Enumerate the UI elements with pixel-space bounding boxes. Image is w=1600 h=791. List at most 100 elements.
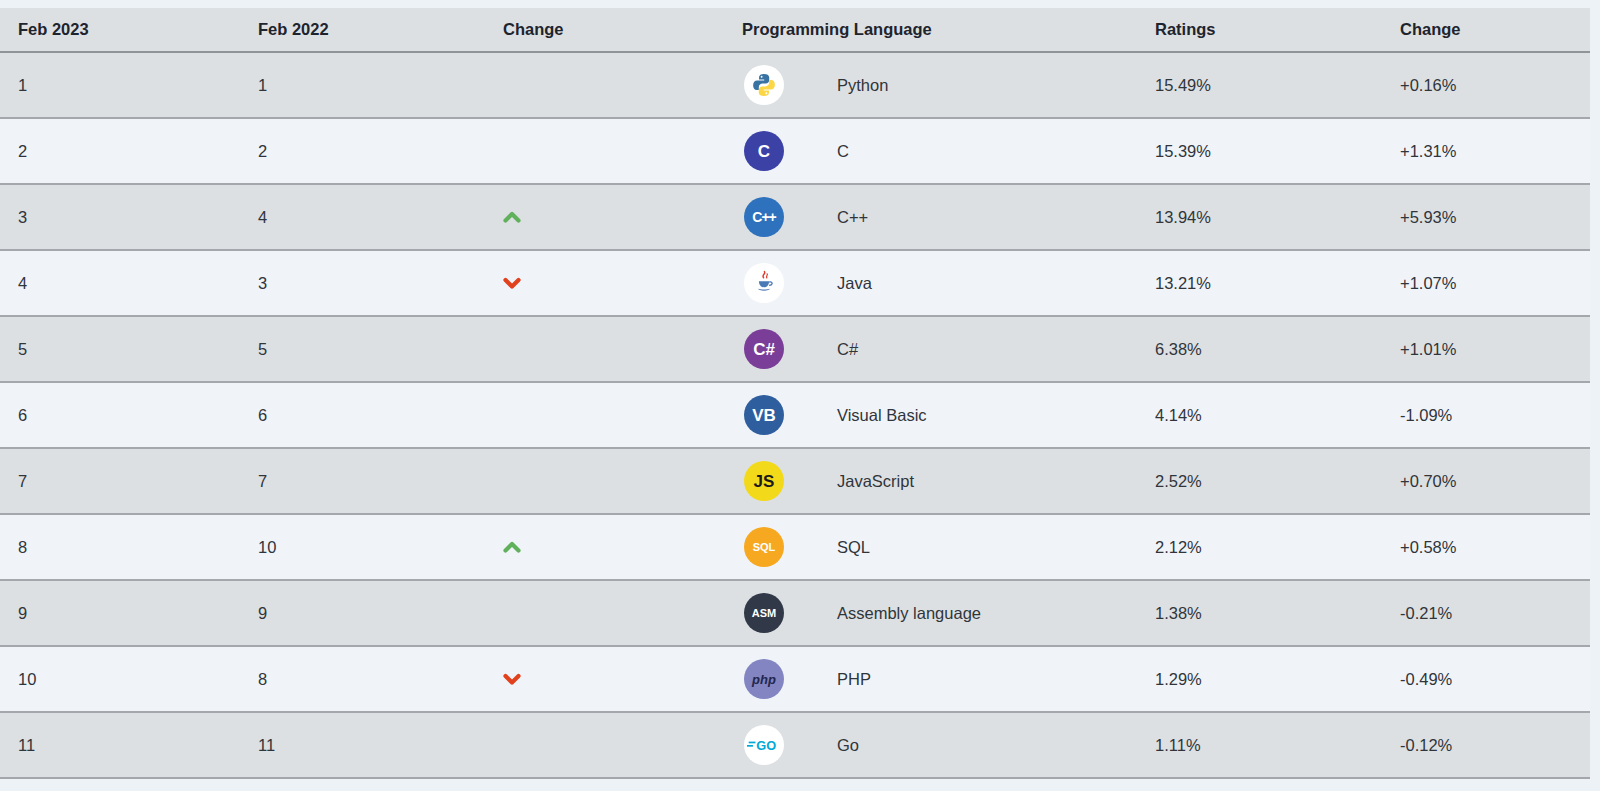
table-row: 108 php PHP 1.29%-0.49% <box>0 647 1590 713</box>
table-row: 22CC15.39%+1.31% <box>0 119 1590 185</box>
trend-cell <box>485 541 742 554</box>
table-row: 66 VB Visual Basic 4.14%-1.09% <box>0 383 1590 449</box>
table-row: 55 C# C# 6.38%+1.01% <box>0 317 1590 383</box>
table-row: 11 Python 15.49%+0.16% <box>0 53 1590 119</box>
rank-prev-cell: 10 <box>240 538 485 557</box>
trend-down-icon <box>503 277 521 290</box>
language-cell: VB Visual Basic <box>742 395 1137 435</box>
c-icon: C <box>744 131 784 171</box>
visual-basic-icon: VB <box>744 395 784 435</box>
change-cell: +1.31% <box>1382 142 1590 161</box>
rank-prev-cell: 3 <box>240 274 485 293</box>
language-cell: Python <box>742 65 1137 105</box>
table-row: 1111 GO Go 1.11%-0.12% <box>0 713 1590 779</box>
ratings-cell: 13.94% <box>1137 208 1382 227</box>
language-name: PHP <box>837 670 871 689</box>
language-cell: php PHP <box>742 659 1137 699</box>
change-cell: -0.12% <box>1382 736 1590 755</box>
language-name: C <box>837 142 849 161</box>
change-cell: +0.70% <box>1382 472 1590 491</box>
rank-now-cell: 9 <box>0 604 240 623</box>
rank-now-cell: 4 <box>0 274 240 293</box>
table-row: 77 JS JavaScript 2.52%+0.70% <box>0 449 1590 515</box>
rank-now-cell: 10 <box>0 670 240 689</box>
go-icon: GO <box>744 725 784 765</box>
csharp-icon: C# <box>744 329 784 369</box>
language-cell: JS JavaScript <box>742 461 1137 501</box>
rank-prev-cell: 5 <box>240 340 485 359</box>
table-row: 810 SQLSQL2.12%+0.58% <box>0 515 1590 581</box>
header-rank-now: Feb 2023 <box>0 20 240 39</box>
trend-up-icon <box>503 541 521 554</box>
ratings-cell: 1.29% <box>1137 670 1382 689</box>
header-ratings: Ratings <box>1137 20 1382 39</box>
change-cell: +5.93% <box>1382 208 1590 227</box>
language-cell: SQLSQL <box>742 527 1137 567</box>
trend-cell <box>485 277 742 290</box>
ratings-cell: 15.39% <box>1137 142 1382 161</box>
rank-prev-cell: 7 <box>240 472 485 491</box>
rank-prev-cell: 1 <box>240 76 485 95</box>
rank-prev-cell: 8 <box>240 670 485 689</box>
rank-now-cell: 1 <box>0 76 240 95</box>
language-name: SQL <box>837 538 870 557</box>
assembly-icon: ASM <box>744 593 784 633</box>
language-name: Assembly language <box>837 604 981 623</box>
tiobe-index-table: Feb 2023 Feb 2022 Change Programming Lan… <box>0 8 1590 779</box>
language-cell: C# C# <box>742 329 1137 369</box>
rank-now-cell: 11 <box>0 736 240 755</box>
language-cell: Java <box>742 263 1137 303</box>
rank-now-cell: 3 <box>0 208 240 227</box>
header-change: Change <box>1382 20 1590 39</box>
change-cell: -0.49% <box>1382 670 1590 689</box>
rank-now-cell: 7 <box>0 472 240 491</box>
language-name: Go <box>837 736 859 755</box>
change-cell: +1.07% <box>1382 274 1590 293</box>
javascript-icon: JS <box>744 461 784 501</box>
cpp-icon: C++ <box>744 197 784 237</box>
table-header-row: Feb 2023 Feb 2022 Change Programming Lan… <box>0 8 1590 53</box>
ratings-cell: 4.14% <box>1137 406 1382 425</box>
header-trend: Change <box>485 20 742 39</box>
language-cell: CC <box>742 131 1137 171</box>
python-icon <box>744 65 784 105</box>
language-name: Visual Basic <box>837 406 927 425</box>
header-rank-prev: Feb 2022 <box>240 20 485 39</box>
ratings-cell: 1.38% <box>1137 604 1382 623</box>
rank-prev-cell: 11 <box>240 736 485 755</box>
ratings-cell: 1.11% <box>1137 736 1382 755</box>
rank-prev-cell: 2 <box>240 142 485 161</box>
ratings-cell: 2.12% <box>1137 538 1382 557</box>
language-name: C++ <box>837 208 868 227</box>
ratings-cell: 13.21% <box>1137 274 1382 293</box>
change-cell: -0.21% <box>1382 604 1590 623</box>
language-name: Python <box>837 76 888 95</box>
table-row: 34C++C++13.94%+5.93% <box>0 185 1590 251</box>
rank-now-cell: 8 <box>0 538 240 557</box>
language-cell: C++ C++ <box>742 197 1137 237</box>
ratings-cell: 6.38% <box>1137 340 1382 359</box>
trend-cell <box>485 673 742 686</box>
rank-prev-cell: 9 <box>240 604 485 623</box>
trend-cell <box>485 211 742 224</box>
change-cell: +0.16% <box>1382 76 1590 95</box>
rank-now-cell: 5 <box>0 340 240 359</box>
table-row: 43 Java13.21%+1.07% <box>0 251 1590 317</box>
svg-text:GO: GO <box>756 738 776 753</box>
trend-up-icon <box>503 211 521 224</box>
table-row: 99 ASM Assembly language 1.38%-0.21% <box>0 581 1590 647</box>
change-cell: +1.01% <box>1382 340 1590 359</box>
rank-now-cell: 6 <box>0 406 240 425</box>
language-name: C# <box>837 340 858 359</box>
rank-prev-cell: 6 <box>240 406 485 425</box>
ratings-cell: 2.52% <box>1137 472 1382 491</box>
language-cell: GO Go <box>742 725 1137 765</box>
php-icon: php <box>744 659 784 699</box>
change-cell: +0.58% <box>1382 538 1590 557</box>
header-language: Programming Language <box>742 20 1137 39</box>
language-name: JavaScript <box>837 472 914 491</box>
change-cell: -1.09% <box>1382 406 1590 425</box>
ratings-cell: 15.49% <box>1137 76 1382 95</box>
rank-now-cell: 2 <box>0 142 240 161</box>
table-body: 11Python15.49%+0.16%22CC15.39%+1.31%34C+… <box>0 53 1590 779</box>
